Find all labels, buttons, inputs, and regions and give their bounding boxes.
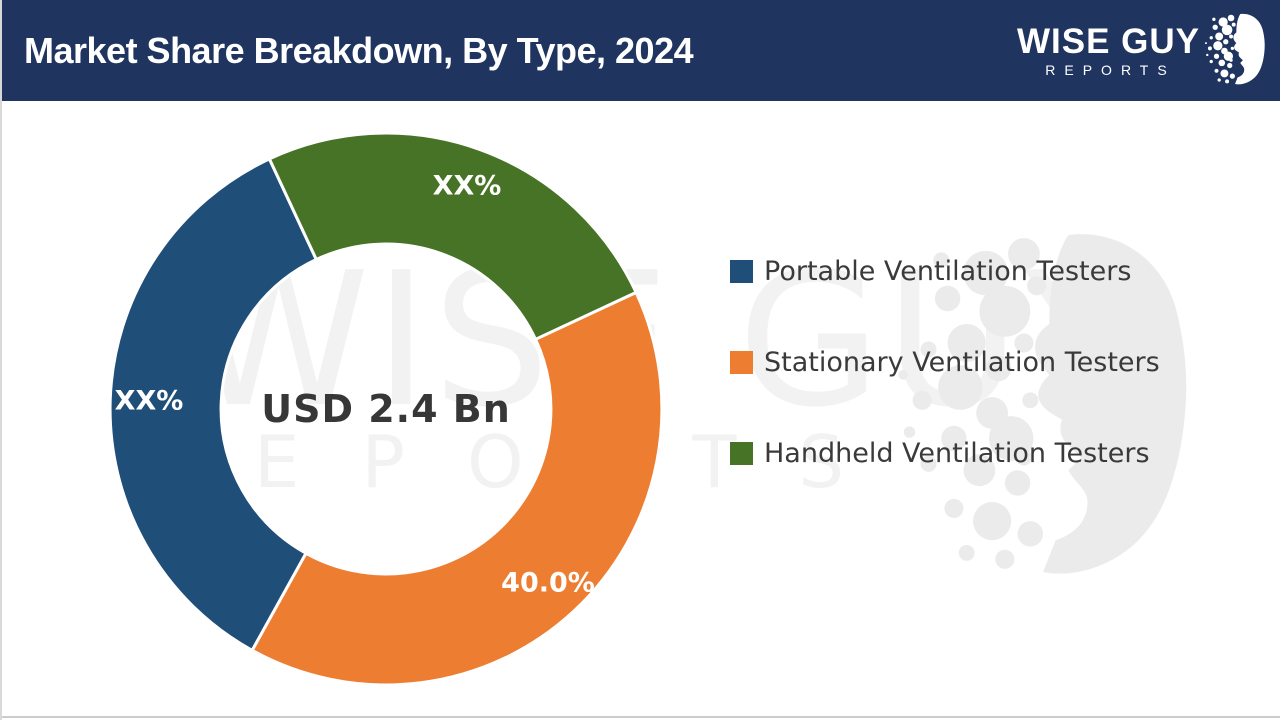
legend-swatch-1 bbox=[730, 351, 753, 374]
wise-guy-logo: WISE GUY REPORTS bbox=[1017, 11, 1268, 91]
segment-pct-label-2: XX% bbox=[432, 170, 502, 202]
legend-label-1: Stationary Ventilation Testers bbox=[764, 347, 1160, 378]
donut-segment-2 bbox=[267, 131, 638, 341]
page-title: Market Share Breakdown, By Type, 2024 bbox=[24, 29, 694, 71]
donut-segment-0 bbox=[108, 157, 318, 652]
donut-segment-1 bbox=[250, 290, 664, 687]
bottom-divider bbox=[2, 716, 1280, 718]
legend-item-1: Stationary Ventilation Testers bbox=[730, 349, 1160, 376]
logo-face-icon bbox=[1204, 13, 1265, 84]
legend-swatch-0 bbox=[730, 260, 753, 283]
legend-label-0: Portable Ventilation Testers bbox=[764, 256, 1132, 287]
chart-center-value: USD 2.4 Bn bbox=[261, 387, 511, 431]
legend-item-2: Handheld Ventilation Testers bbox=[730, 440, 1160, 467]
legend-label-2: Handheld Ventilation Testers bbox=[764, 438, 1150, 469]
logo-text: WISE GUY REPORTS bbox=[1017, 24, 1200, 77]
segment-pct-label-0: XX% bbox=[114, 385, 184, 417]
watermark-text-line2: REPORTS bbox=[142, 420, 907, 504]
segment-pct-label-1: 40.0% bbox=[501, 567, 595, 599]
legend-item-0: Portable Ventilation Testers bbox=[730, 258, 1160, 285]
logo-subtitle: REPORTS bbox=[1045, 62, 1176, 78]
header-bar: Market Share Breakdown, By Type, 2024 WI… bbox=[2, 0, 1280, 101]
logo-wordmark: WISE GUY bbox=[1016, 22, 1200, 61]
legend-swatch-2 bbox=[730, 442, 753, 465]
legend: Portable Ventilation Testers Stationary V… bbox=[730, 258, 1160, 467]
